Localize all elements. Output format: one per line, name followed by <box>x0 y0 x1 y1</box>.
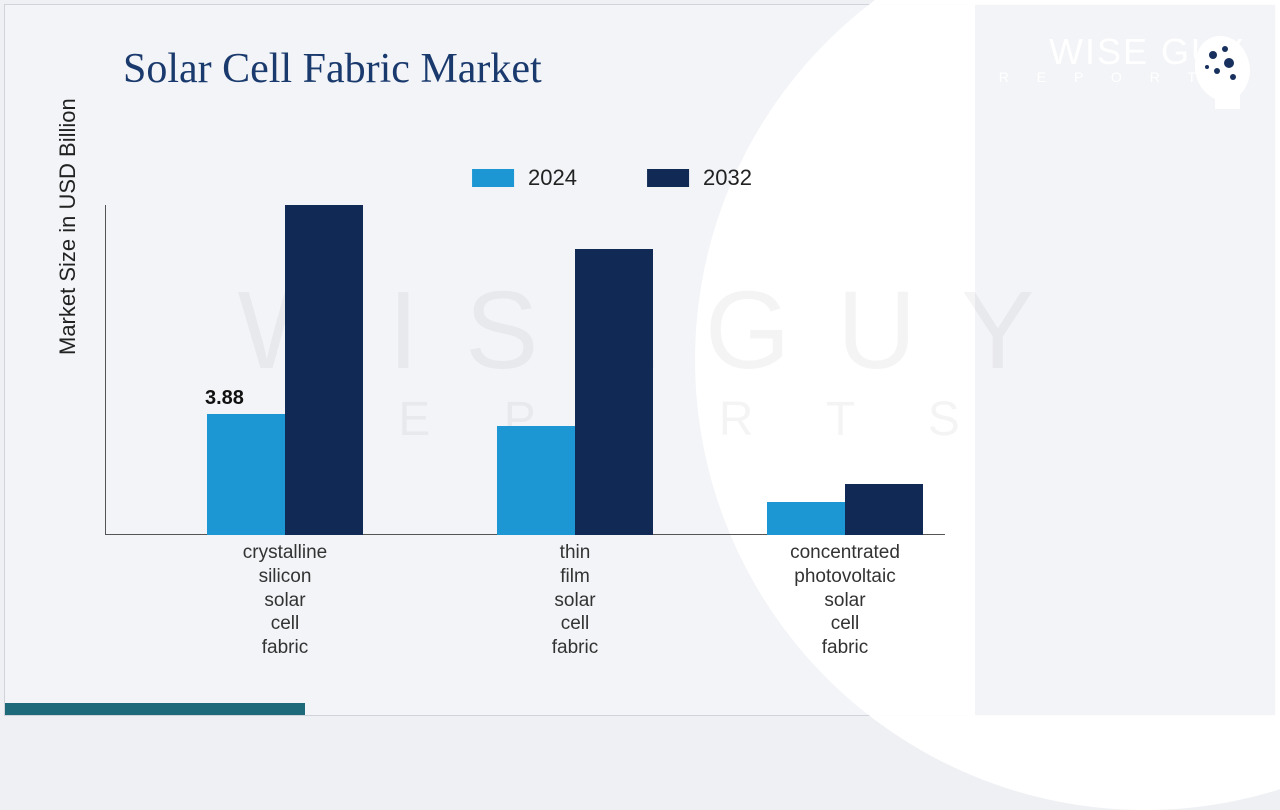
bar <box>767 502 845 535</box>
bottom-accent-bar <box>5 703 305 715</box>
category-labels: crystalline silicon solar cell fabric thi… <box>105 535 945 695</box>
legend-swatch-2024 <box>472 169 514 187</box>
bar-chart: 3.88 <box>105 205 945 535</box>
legend-label-2032: 2032 <box>703 165 752 191</box>
bar <box>845 484 923 535</box>
brand-head-icon <box>1185 31 1255 111</box>
legend-swatch-2032 <box>647 169 689 187</box>
page: W I S E G U Y R E P O R T S WISE GUY R E… <box>4 4 1276 716</box>
bar-group <box>195 205 375 535</box>
chart-title: Solar Cell Fabric Market <box>123 45 542 93</box>
legend-item-2024: 2024 <box>472 165 577 191</box>
legend: 2024 2032 <box>472 165 752 191</box>
bar <box>575 249 653 535</box>
category-label-text: concentrated photovoltaic solar cell fab… <box>790 541 900 660</box>
bar <box>207 414 285 535</box>
legend-item-2032: 2032 <box>647 165 752 191</box>
bar-value-label: 3.88 <box>205 387 244 410</box>
bar-group <box>485 249 665 535</box>
bar-group <box>755 484 935 535</box>
category-label-text: thin film solar cell fabric <box>552 541 598 660</box>
category-label-text: crystalline silicon solar cell fabric <box>243 541 327 660</box>
legend-label-2024: 2024 <box>528 165 577 191</box>
brand-logo: WISE GUY R E P O R T S <box>999 31 1245 85</box>
y-axis-line <box>105 205 106 535</box>
y-axis-label: Market Size in USD Billion <box>55 98 81 355</box>
bar <box>497 426 575 535</box>
bar <box>285 205 363 535</box>
